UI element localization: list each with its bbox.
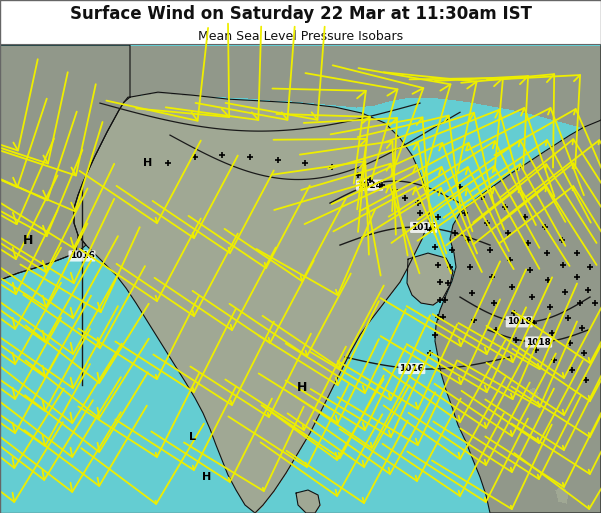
Text: Surface Wind on Saturday 22 Mar at 11:30am IST: Surface Wind on Saturday 22 Mar at 11:30… <box>70 6 531 24</box>
Text: 1024: 1024 <box>357 181 382 190</box>
Text: 1016: 1016 <box>400 364 424 373</box>
Text: 1016: 1016 <box>70 251 94 261</box>
Text: 1016: 1016 <box>411 223 436 232</box>
Text: H: H <box>297 381 307 393</box>
Text: L: L <box>189 432 197 442</box>
Text: 1018: 1018 <box>526 338 551 347</box>
Text: H: H <box>203 472 212 482</box>
Text: Mean Sea Level Pressure Isobars: Mean Sea Level Pressure Isobars <box>198 30 403 43</box>
Text: H: H <box>23 233 33 247</box>
Text: 1018: 1018 <box>507 318 532 326</box>
Text: H: H <box>144 158 153 168</box>
